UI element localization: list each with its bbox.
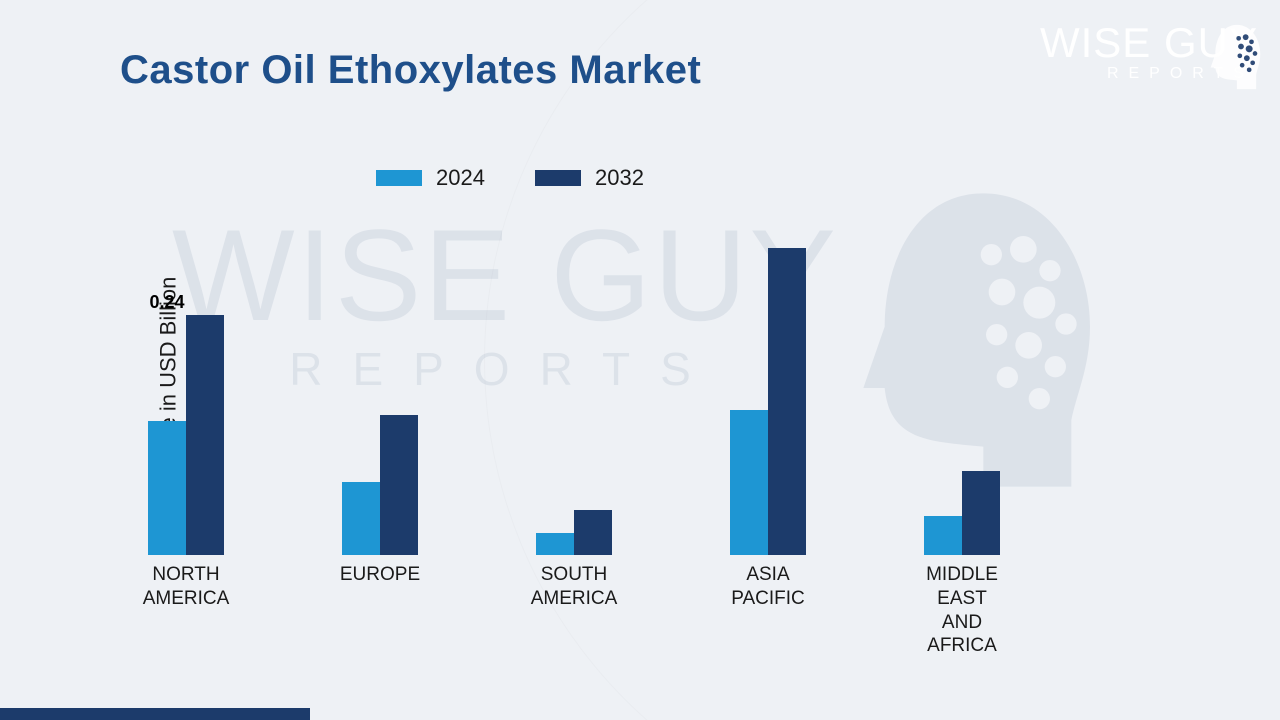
category-label-na: NORTH AMERICA [143, 555, 230, 611]
legend-label: 2032 [595, 165, 644, 191]
category-label-mea: MIDDLE EAST AND AFRICA [926, 555, 998, 658]
bar-chart: Market Size in USD Billion 20242032 0.24… [100, 165, 920, 645]
bar-na-s2024 [148, 421, 186, 555]
bar-group-mea: MIDDLE EAST AND AFRICA [924, 471, 1000, 555]
category-label-eu: EUROPE [340, 555, 420, 587]
bar-ap-s2024 [730, 410, 768, 555]
chart-plot-area: 0.24NORTH AMERICA EUROPE SOUTH AMERICA ASIA… [130, 220, 920, 555]
bar-group-eu: EUROPE [342, 415, 418, 555]
page-title: Castor Oil Ethoxylates Market [120, 48, 701, 93]
page-root: WISE GUY REPORTS Castor Oil Ethoxylates … [0, 0, 1280, 720]
bar-mea-s2024 [924, 516, 962, 555]
bar-eu-s2032 [380, 415, 418, 555]
legend-label: 2024 [436, 165, 485, 191]
brand-head-icon [1204, 22, 1264, 92]
bar-na-s2032 [186, 315, 224, 555]
category-label-ap: ASIA PACIFIC [731, 555, 805, 611]
legend-item-s2032: 2032 [535, 165, 644, 191]
bar-eu-s2024 [342, 482, 380, 555]
bar-group-ap: ASIA PACIFIC [730, 248, 806, 555]
bar-sa-s2024 [536, 533, 574, 555]
bar-mea-s2032 [962, 471, 1000, 555]
bar-group-na: 0.24NORTH AMERICA [148, 315, 224, 555]
bar-value-label: 0.24 [148, 292, 186, 315]
bottom-accent-strip [0, 708, 310, 720]
brand-logo: WISE GUY REPORTS [988, 22, 1258, 82]
category-label-sa: SOUTH AMERICA [531, 555, 618, 611]
chart-legend: 2024 2032 [100, 165, 920, 191]
bar-sa-s2032 [574, 510, 612, 555]
bar-ap-s2032 [768, 248, 806, 555]
legend-item-s2024: 2024 [376, 165, 485, 191]
legend-swatch [535, 170, 581, 186]
legend-swatch [376, 170, 422, 186]
bar-group-sa: SOUTH AMERICA [536, 510, 612, 555]
